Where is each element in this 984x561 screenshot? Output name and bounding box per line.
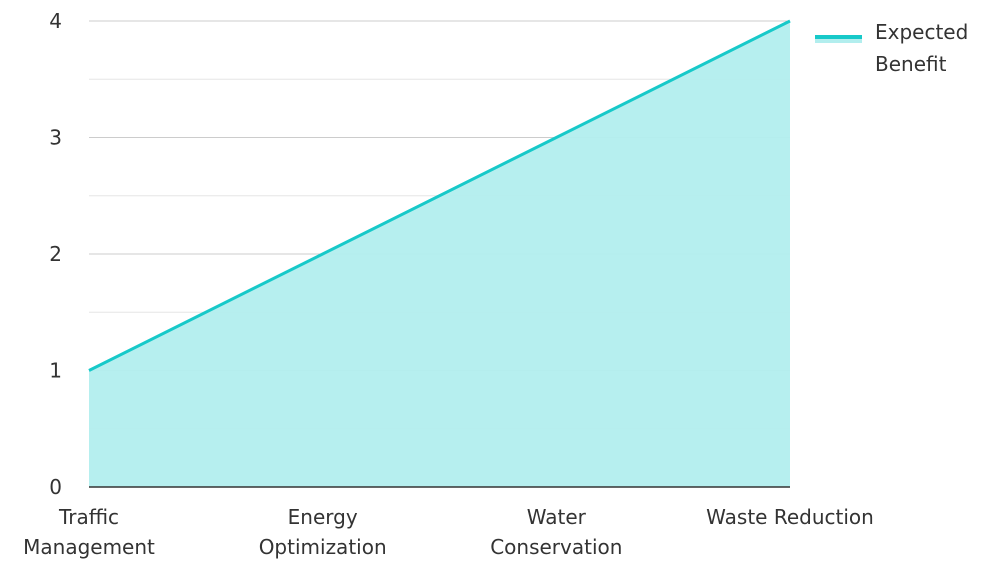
series-line-expected-benefit [88, 19, 791, 372]
x-tick-label: Traffic Management [23, 505, 155, 559]
x-tick-label-line: Energy [288, 505, 358, 529]
y-tick-label: 3 [49, 126, 62, 150]
y-axis-tick-labels: 0 1 2 3 4 [49, 9, 62, 499]
y-tick-label: 0 [49, 475, 62, 499]
x-tick-label-line: Waste Reduction [706, 505, 874, 529]
legend: Expected Benefit [815, 20, 968, 76]
legend-swatch-fill [815, 37, 862, 43]
x-tick-label-line: Management [23, 535, 155, 559]
x-tick-label: Energy Optimization [259, 505, 387, 559]
legend-label-expected-benefit: Expected Benefit [875, 20, 968, 76]
x-tick-label: Waste Reduction [706, 505, 874, 529]
x-axis-tick-labels: Traffic Management Energy Optimization Water… [23, 505, 874, 559]
x-tick-label-line: Optimization [259, 535, 387, 559]
y-tick-label: 4 [49, 9, 62, 33]
y-tick-label: 2 [49, 242, 62, 266]
x-tick-label: Water Conservation [490, 505, 622, 559]
x-tick-label-line: Water [527, 505, 587, 529]
area-fill-expected-benefit [89, 21, 790, 487]
x-tick-label-line: Conservation [490, 535, 622, 559]
legend-label-line: Benefit [875, 52, 947, 76]
legend-label-line: Expected [875, 20, 968, 44]
y-tick-label: 1 [49, 359, 62, 383]
x-tick-label-line: Traffic [58, 505, 119, 529]
